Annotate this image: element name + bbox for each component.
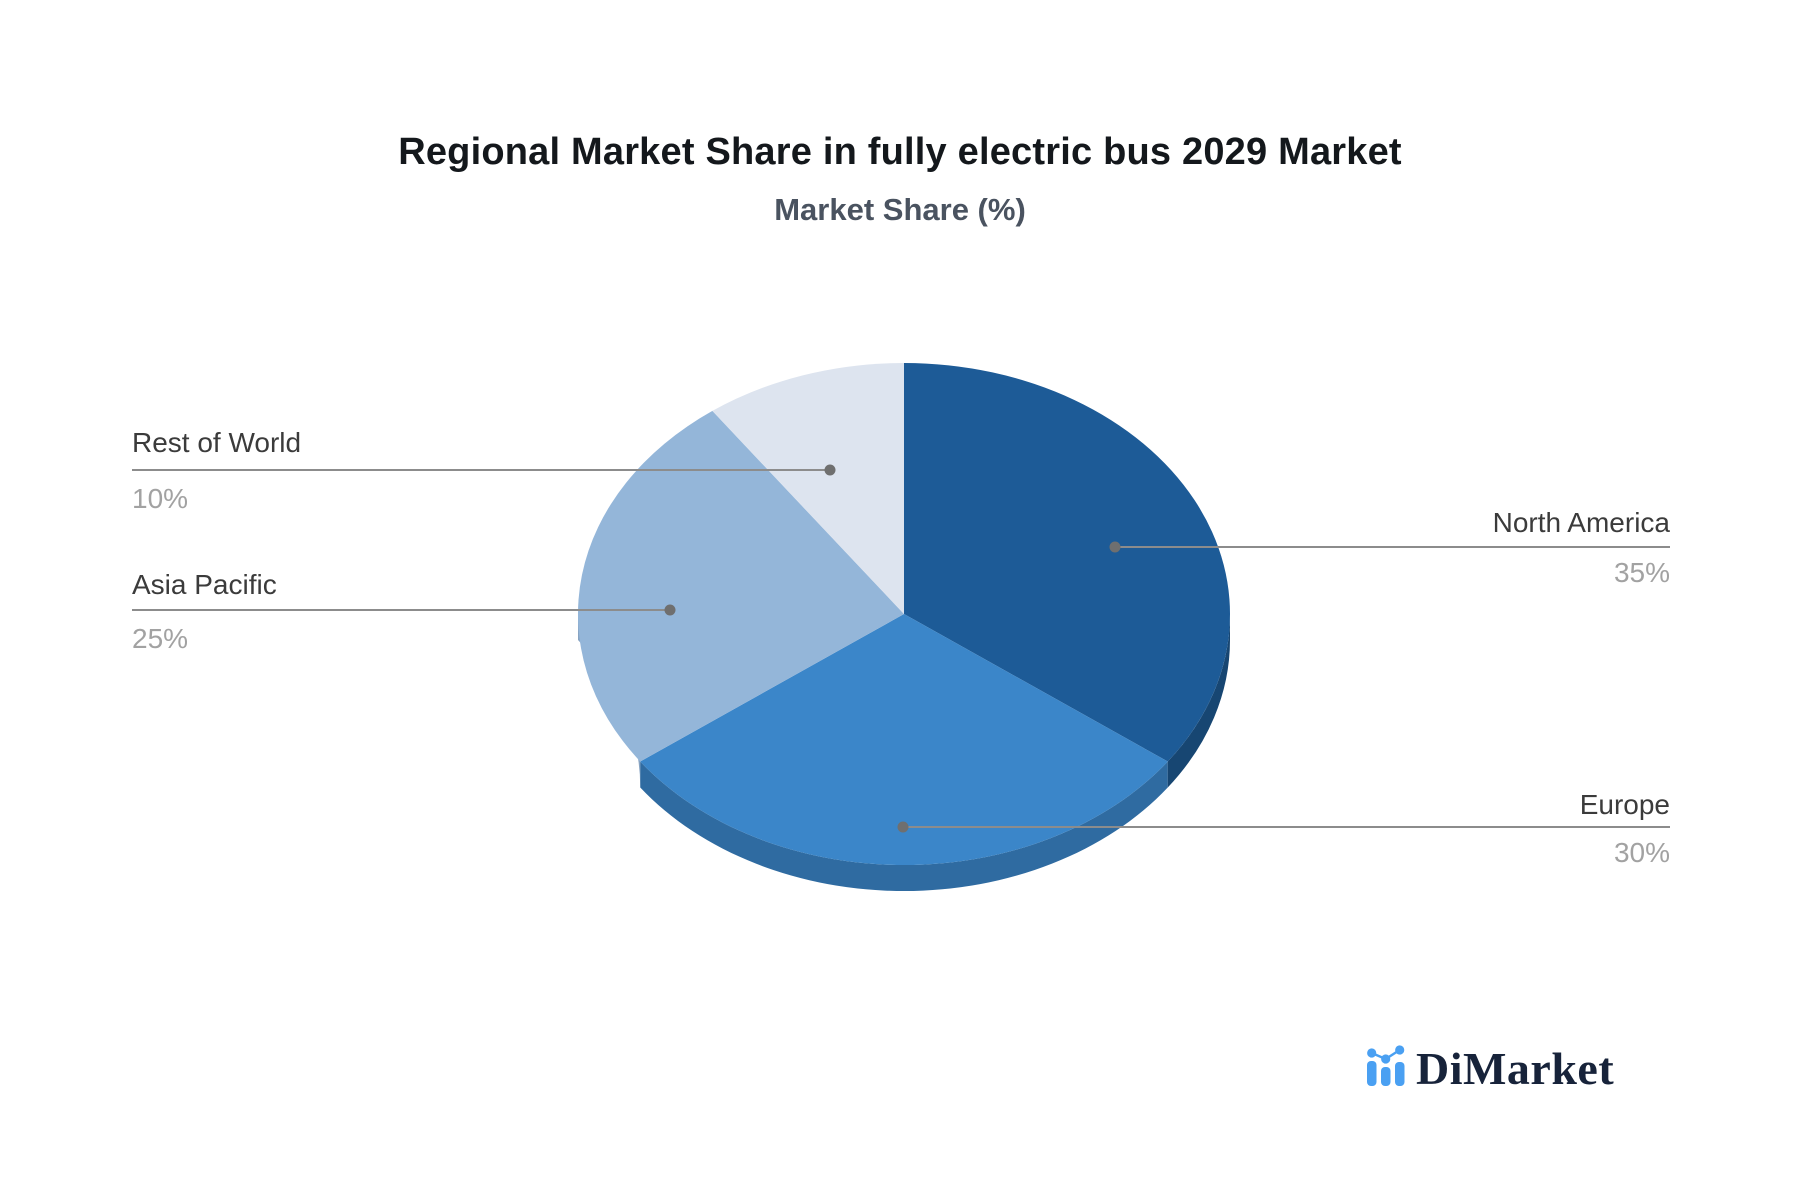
pie-slice-europe[interactable] [640, 614, 1168, 866]
callout-value-europe: 30% [1613, 837, 1670, 868]
leader-dot-rest-of-world [824, 464, 836, 476]
callout-leader-dots [664, 464, 1121, 833]
pie-slice-asia-pacific[interactable] [577, 410, 904, 762]
logo-wordmark: DiMarket [1416, 1043, 1615, 1094]
pie-wall-europe [640, 761, 1168, 892]
callout-label-europe: Europe [1579, 789, 1670, 820]
callout-label-asia-pacific: Asia Pacific [132, 569, 277, 600]
callout-value-asia-pacific: 25% [132, 623, 189, 654]
pie-top-surface [577, 363, 1231, 866]
leader-dot-north-america [1109, 541, 1121, 553]
callout-label-rest-of-world: Rest of World [132, 427, 302, 458]
callout-label-north-america: North America [1492, 507, 1670, 538]
pie-slice-rest-of-world[interactable] [712, 363, 904, 614]
logo-bars-icon [1367, 1045, 1405, 1086]
chart-title: Regional Market Share in fully electric … [398, 131, 1402, 173]
callout-leader-lines [132, 469, 1670, 828]
callout-value-rest-of-world: 10% [132, 483, 189, 514]
leader-dot-europe [897, 821, 909, 833]
callout-value-north-america: 35% [1613, 557, 1670, 588]
pie-wall-north-america [1167, 614, 1230, 788]
leader-dot-asia-pacific [664, 604, 676, 616]
chart-subtitle: Market Share (%) [774, 192, 1026, 227]
pie-slice-north-america[interactable] [904, 363, 1231, 762]
